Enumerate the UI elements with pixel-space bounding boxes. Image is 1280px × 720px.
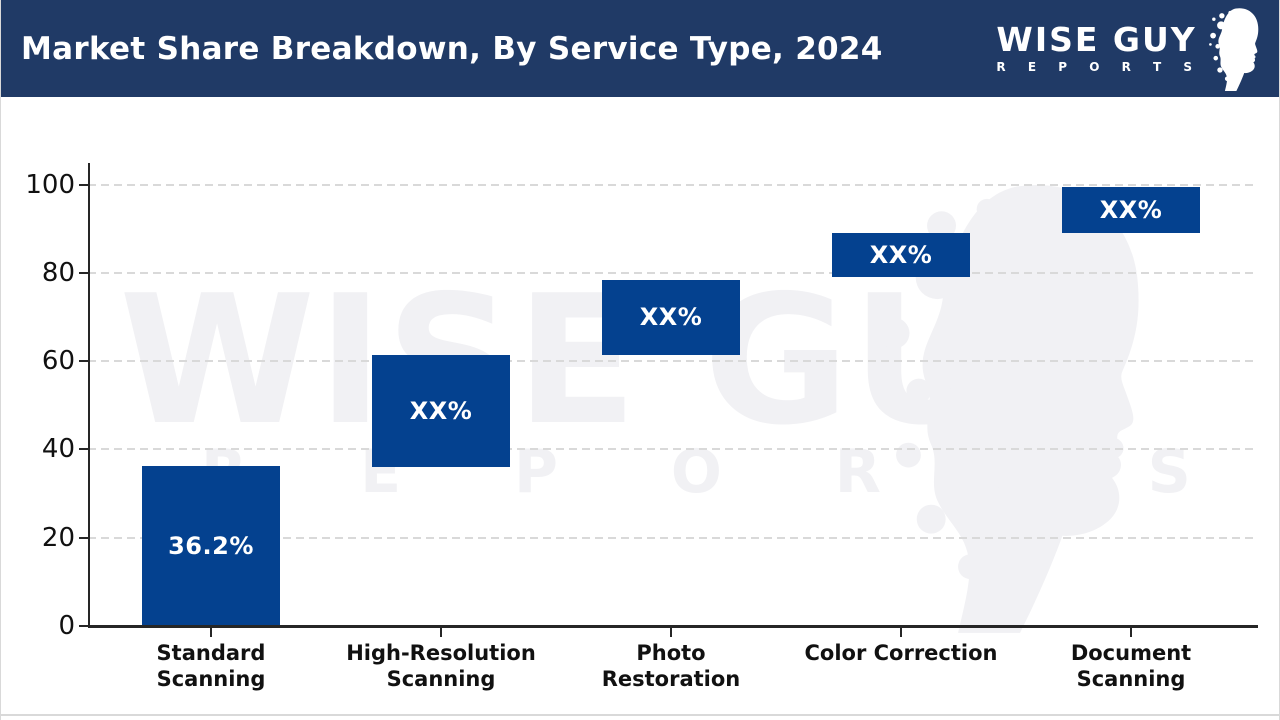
bar: XX% (1062, 186, 1200, 234)
x-tick-mark (900, 628, 902, 637)
bar-value-label: 36.2% (168, 532, 254, 561)
bar-value-label: XX% (869, 241, 933, 270)
y-tick-mark (79, 625, 88, 627)
x-axis-line (88, 625, 1258, 628)
x-category-label: Standard Scanning (156, 641, 266, 692)
y-tick-label: 60 (41, 346, 75, 377)
gridline-60 (88, 360, 1258, 363)
gridline-20 (88, 536, 1258, 539)
bar-value-label: XX% (409, 396, 473, 425)
bottom-border-line (1, 714, 1279, 716)
x-category-label: Photo Restoration (601, 641, 741, 692)
x-category-label: Document Scanning (1070, 641, 1192, 692)
x-category-label: Color Correction (804, 641, 998, 665)
wise-guy-reports-logo: WISE GUY R E P O R T S (996, 7, 1279, 91)
y-tick-label: 20 (41, 522, 75, 553)
bar: XX% (372, 354, 510, 468)
y-tick-mark (79, 448, 88, 451)
page-title: Market Share Breakdown, By Service Type,… (21, 30, 883, 67)
y-tick-mark (79, 360, 88, 363)
bar: 36.2% (142, 466, 280, 626)
y-tick-mark (79, 183, 88, 186)
y-tick-mark (79, 271, 88, 274)
header-bar: Market Share Breakdown, By Service Type,… (1, 0, 1279, 97)
x-tick-mark (1130, 628, 1132, 637)
x-tick-mark (210, 628, 212, 637)
bar-value-label: XX% (639, 303, 703, 332)
bar-value-label: XX% (1099, 195, 1163, 224)
x-tick-mark (440, 628, 442, 637)
y-tick-label: 100 (25, 169, 75, 200)
logo-face-icon (1209, 7, 1259, 91)
y-tick-label: 0 (58, 611, 75, 641)
y-axis-line (88, 163, 90, 628)
y-tick-label: 80 (41, 257, 75, 288)
gridline-40 (88, 448, 1258, 451)
y-tick-mark (79, 536, 88, 539)
logo-wordmark: WISE GUY (996, 20, 1197, 59)
logo-text: WISE GUY R E P O R T S (996, 23, 1201, 74)
gridline-100 (88, 183, 1258, 186)
bar: XX% (832, 233, 970, 278)
x-tick-mark (670, 628, 672, 637)
x-category-label: High-Resolution Scanning (346, 641, 536, 692)
logo-subtext: R E P O R T S (996, 60, 1201, 74)
y-tick-label: 40 (41, 434, 75, 465)
gridline-80 (88, 271, 1258, 274)
bar: XX% (602, 279, 740, 355)
